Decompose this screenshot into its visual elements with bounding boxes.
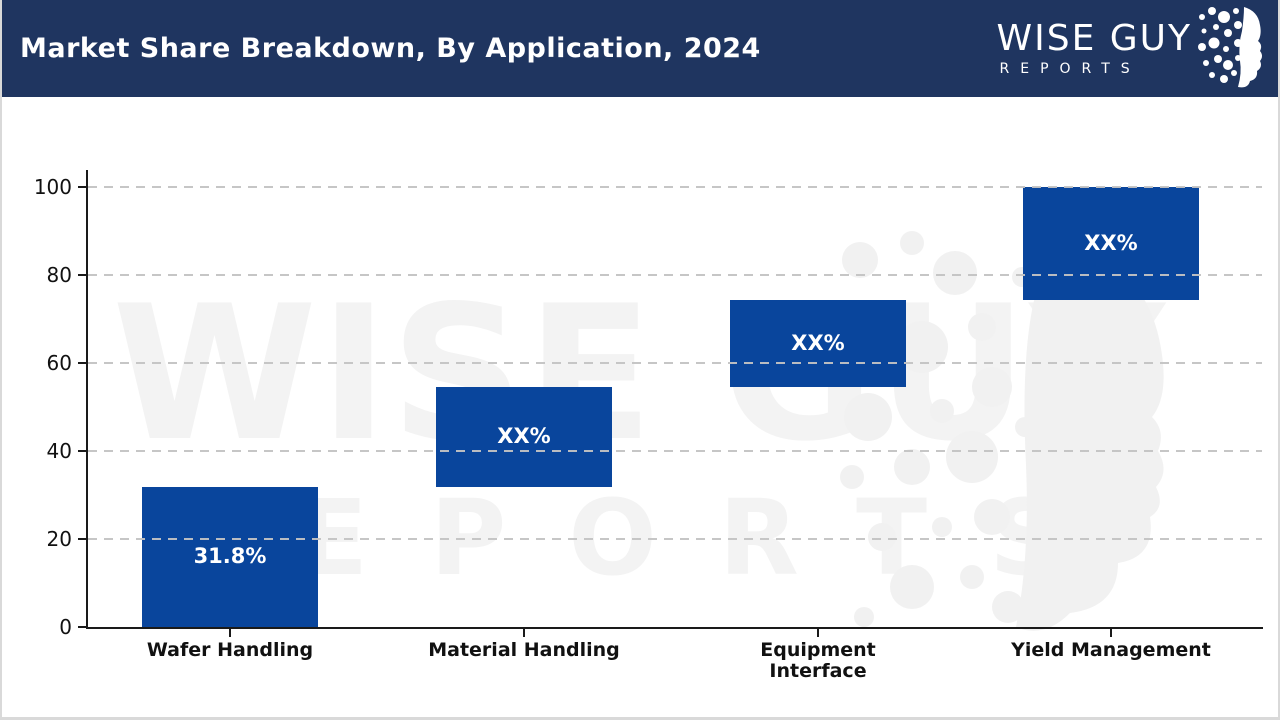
bar-wafer-handling — [142, 487, 318, 627]
brand-logo-text: WISE GUY REPORTS — [996, 17, 1193, 77]
y-tick-mark-40 — [78, 450, 86, 452]
x-category-label: Wafer Handling — [110, 640, 350, 661]
bar-yield-management — [1023, 187, 1199, 301]
y-tick-mark-0 — [78, 626, 86, 628]
y-tick-mark-80 — [78, 274, 86, 276]
x-category-label: Equipment Interface — [698, 640, 938, 682]
x-category-label-line: Material Handling — [428, 639, 620, 661]
bar-value-label: XX% — [791, 330, 845, 355]
x-category-label-line: Wafer Handling — [146, 639, 314, 661]
header: Market Share Breakdown, By Application, … — [0, 0, 1280, 97]
brand-logo-wiseguy: WISE GUY — [996, 17, 1192, 59]
bar-value-label: XX% — [497, 424, 551, 449]
logo-face-icon — [1194, 3, 1266, 95]
x-tick-mark-3 — [1110, 629, 1112, 637]
y-tick-label-0: 0 — [59, 615, 72, 639]
y-axis-line — [86, 170, 88, 629]
y-tick-label-20: 20 — [46, 527, 72, 551]
x-tick-mark-2 — [817, 629, 819, 637]
gridline-40 — [88, 450, 1262, 452]
brand-logo: WISE GUY REPORTS — [997, 3, 1267, 95]
x-category-label: Yield Management — [991, 640, 1231, 661]
bar-equipment-interface — [730, 300, 906, 388]
bar-value-label: XX% — [1084, 230, 1138, 255]
brand-logo-reports: REPORTS — [999, 60, 1141, 77]
x-category-label-line: Equipment — [760, 639, 876, 661]
gridline-20 — [88, 538, 1262, 540]
y-tick-label-60: 60 — [46, 351, 72, 375]
x-category-label: Material Handling — [404, 640, 644, 661]
bar-material-handling — [436, 387, 612, 488]
page-title: Market Share Breakdown, By Application, … — [20, 33, 761, 64]
gridline-80 — [88, 274, 1262, 276]
x-category-label-line: Interface — [769, 660, 867, 682]
y-tick-label-80: 80 — [46, 263, 72, 287]
chart-area: WISE GUY REPORTS 0 20 40 60 80 100 31.8% Wafer … — [0, 97, 1280, 720]
y-tick-mark-20 — [78, 538, 86, 540]
y-tick-mark-60 — [78, 362, 86, 364]
x-tick-mark-0 — [229, 629, 231, 637]
watermark-face-icon — [820, 215, 1190, 649]
x-category-label-line: Yield Management — [1011, 639, 1211, 661]
y-tick-mark-100 — [78, 186, 86, 188]
y-tick-label-100: 100 — [33, 175, 72, 199]
bar-value-label: 31.8% — [193, 544, 267, 569]
gridline-60 — [88, 362, 1262, 364]
x-axis-line — [86, 627, 1263, 629]
y-tick-label-40: 40 — [46, 439, 72, 463]
x-tick-mark-1 — [523, 629, 525, 637]
gridline-100 — [88, 186, 1262, 188]
